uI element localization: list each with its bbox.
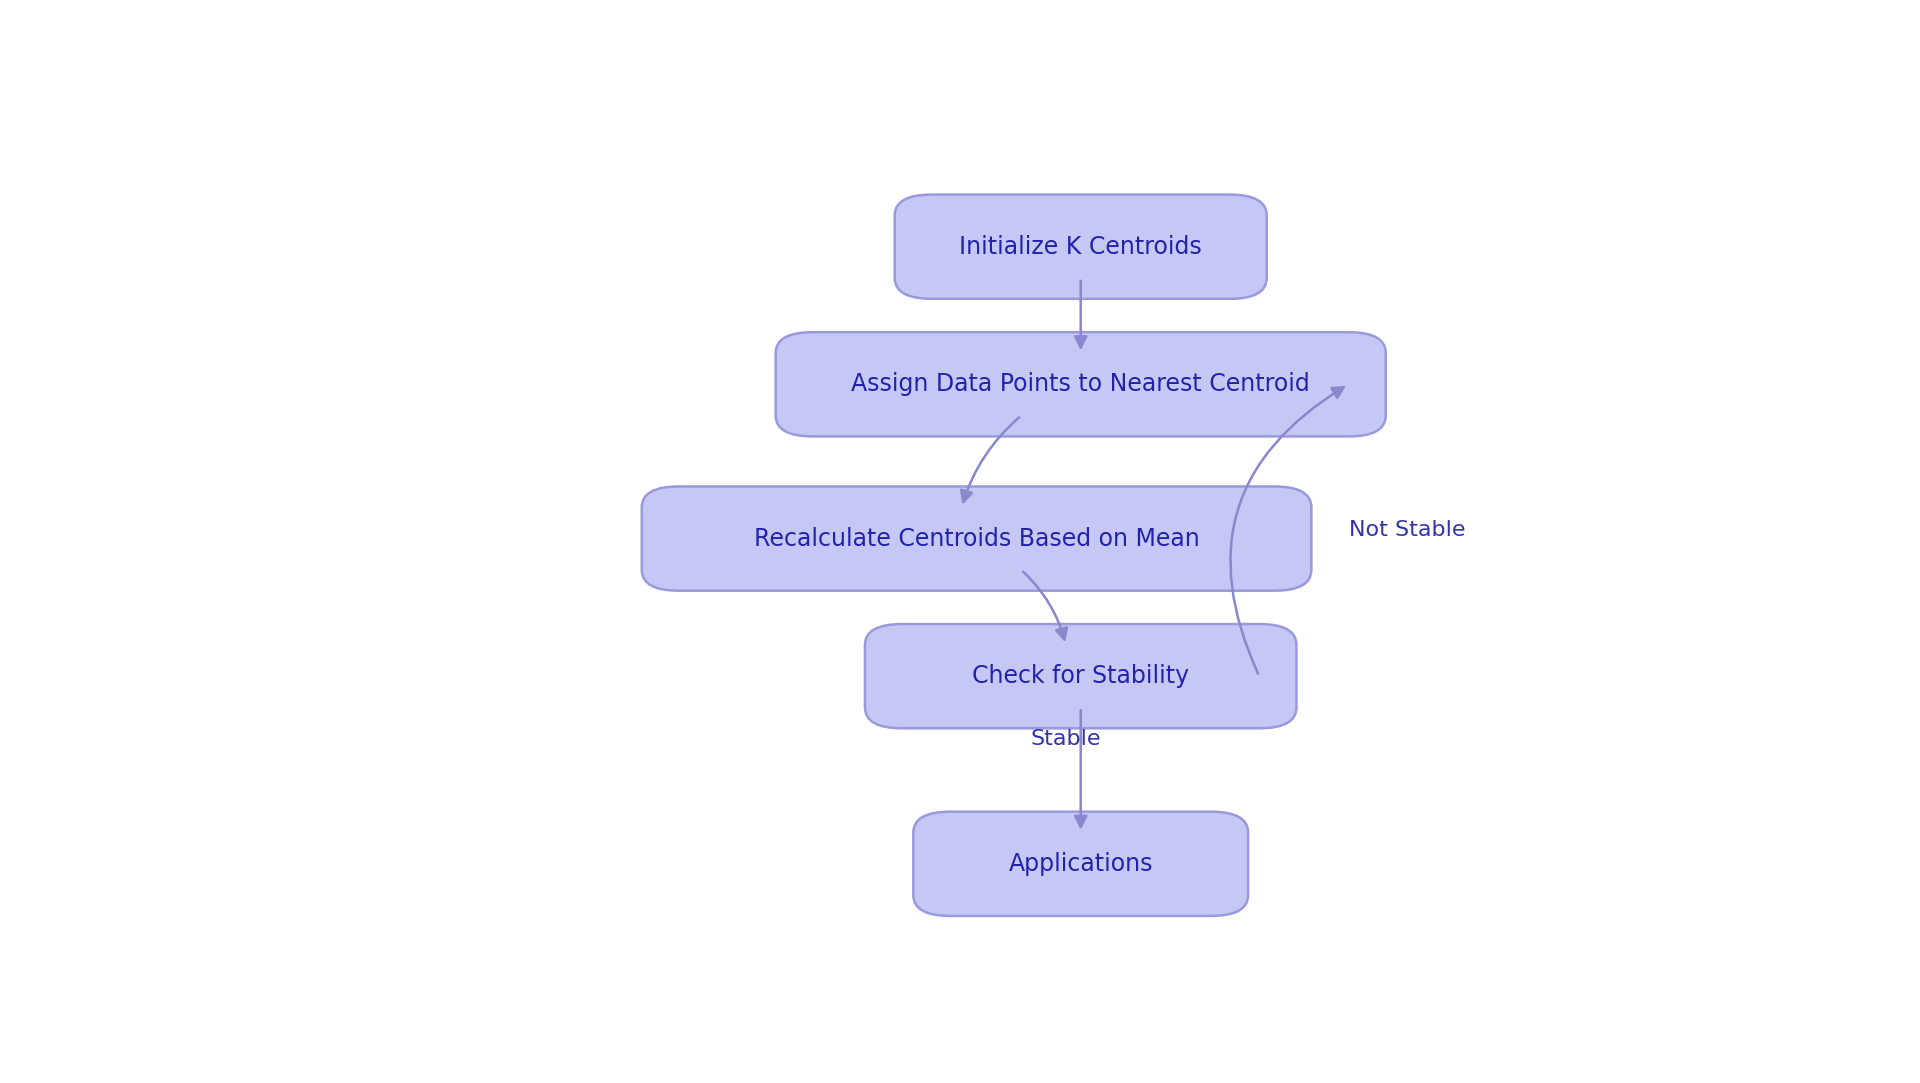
Text: Recalculate Centroids Based on Mean: Recalculate Centroids Based on Mean (755, 526, 1200, 550)
FancyBboxPatch shape (864, 624, 1296, 728)
Text: Initialize K Centroids: Initialize K Centroids (960, 235, 1202, 259)
Text: Applications: Applications (1008, 852, 1154, 876)
Text: Not Stable: Not Stable (1348, 520, 1465, 540)
FancyBboxPatch shape (895, 195, 1267, 299)
FancyBboxPatch shape (776, 332, 1386, 436)
Text: Check for Stability: Check for Stability (972, 664, 1188, 688)
Text: Assign Data Points to Nearest Centroid: Assign Data Points to Nearest Centroid (851, 373, 1309, 396)
FancyBboxPatch shape (641, 486, 1311, 590)
Text: Stable: Stable (1031, 729, 1100, 749)
FancyBboxPatch shape (914, 811, 1248, 916)
